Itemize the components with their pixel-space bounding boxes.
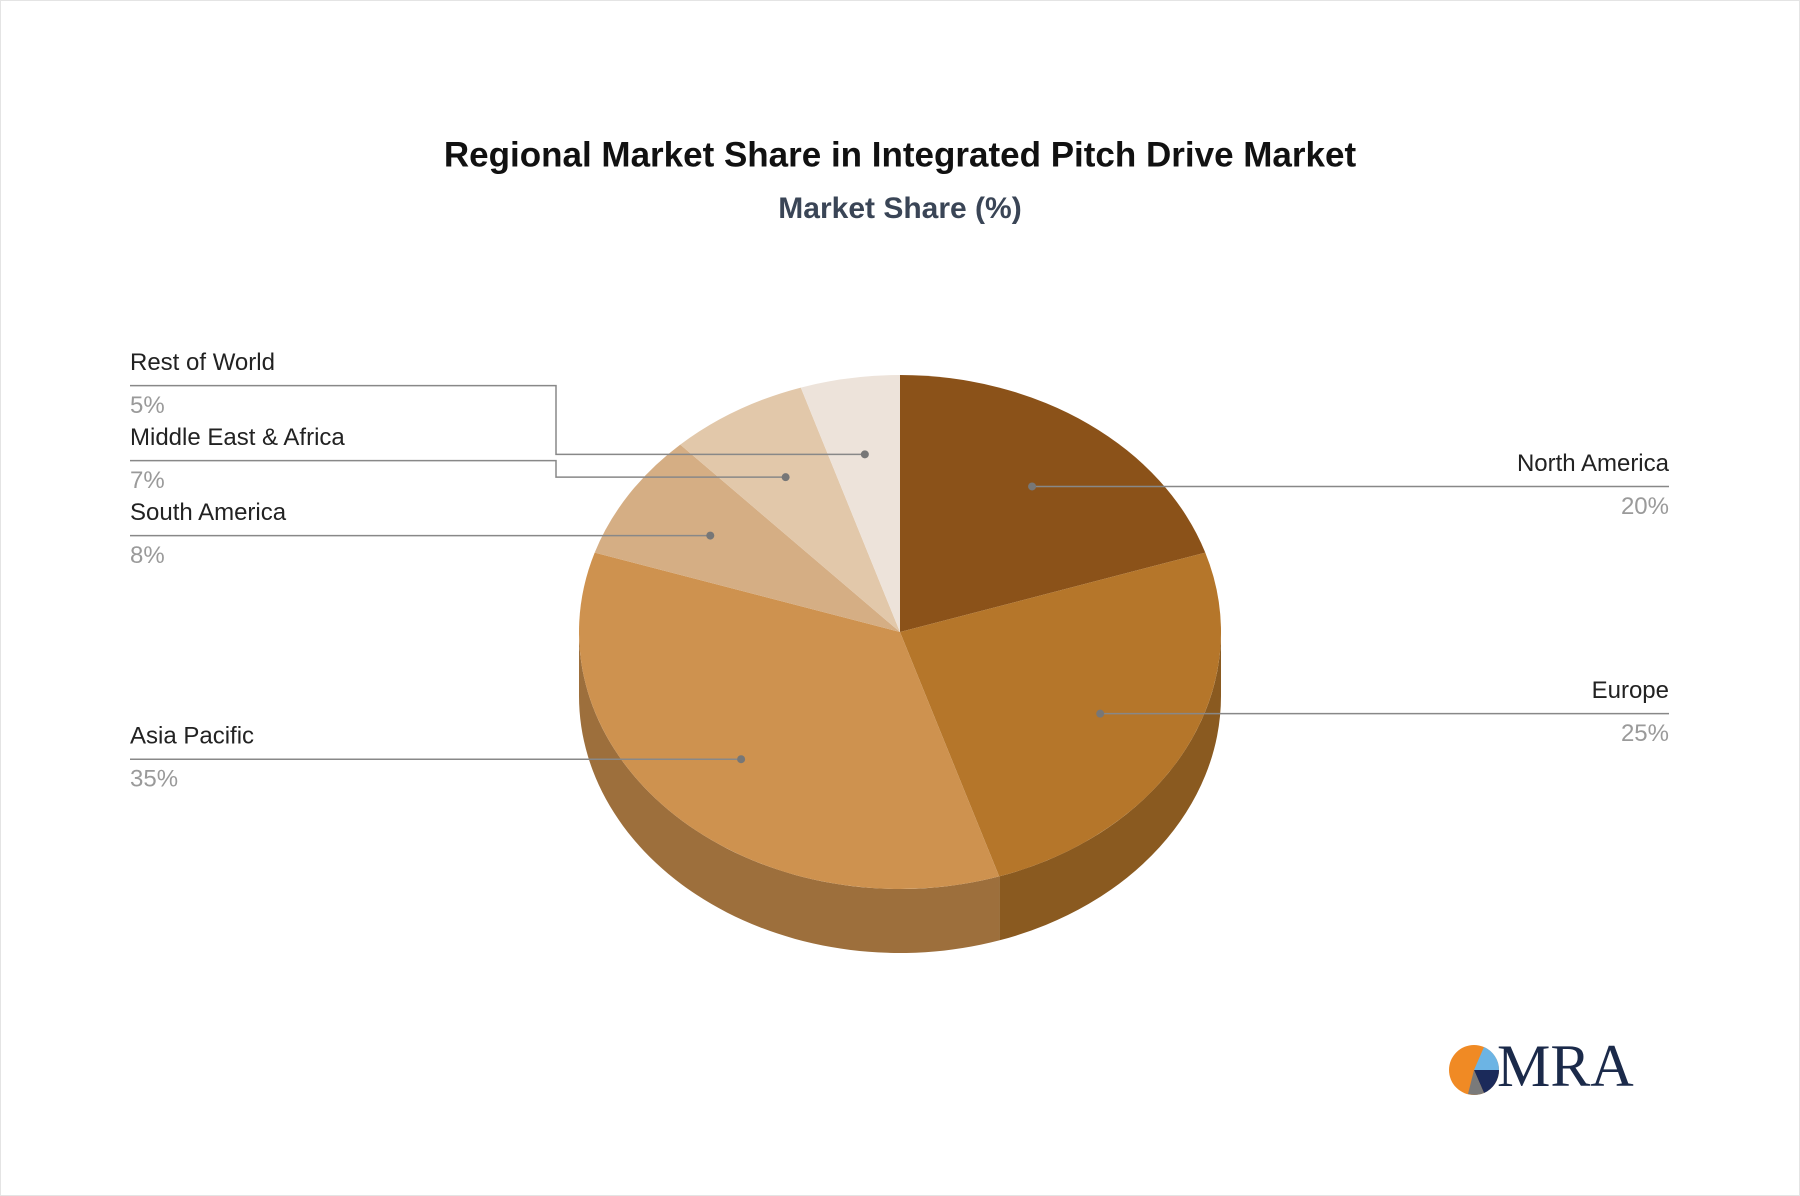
pie-slice-side <box>578 632 1000 953</box>
slice-label: Europe <box>1592 677 1669 704</box>
pie-slice-side <box>999 632 1221 941</box>
chart-title: Regional Market Share in Integrated Pitc… <box>444 135 1357 174</box>
chart-subtitle: Market Share (%) <box>778 192 1021 225</box>
leader-line <box>130 384 865 456</box>
pie-walls <box>578 632 1221 953</box>
pie-slice <box>900 552 1221 877</box>
leader-dot <box>860 450 869 459</box>
leader-line <box>130 459 786 478</box>
slice-value: 25% <box>1621 720 1669 747</box>
slice-label: Rest of World <box>130 349 275 376</box>
pie-slice <box>578 552 1000 889</box>
slice-value: 35% <box>130 766 178 793</box>
slice-label: Asia Pacific <box>130 723 254 750</box>
leader-dot <box>781 473 790 482</box>
slice-label: North America <box>1517 450 1670 477</box>
logo: MRA <box>1449 1033 1634 1099</box>
pie-slice <box>594 444 900 632</box>
slice-value: 20% <box>1621 493 1669 520</box>
slice-value: 8% <box>130 542 165 569</box>
leader-dot <box>737 755 746 764</box>
pie-slice <box>680 387 900 632</box>
pie-slice <box>800 375 900 632</box>
slice-label: South America <box>130 499 287 526</box>
leader-dot <box>1028 482 1037 491</box>
logo-wedge <box>1474 1047 1500 1070</box>
slice-value: 7% <box>130 467 165 494</box>
logo-wedge <box>1468 1070 1484 1095</box>
pie-tops <box>578 375 1221 889</box>
leader-dot <box>706 531 715 540</box>
slice-value: 5% <box>130 392 165 419</box>
leader-dot <box>1096 709 1105 718</box>
logo-wedge <box>1474 1070 1500 1093</box>
slice-label: Middle East & Africa <box>130 424 345 451</box>
logo-text: MRA <box>1497 1033 1634 1099</box>
pie-slice <box>900 375 1206 632</box>
